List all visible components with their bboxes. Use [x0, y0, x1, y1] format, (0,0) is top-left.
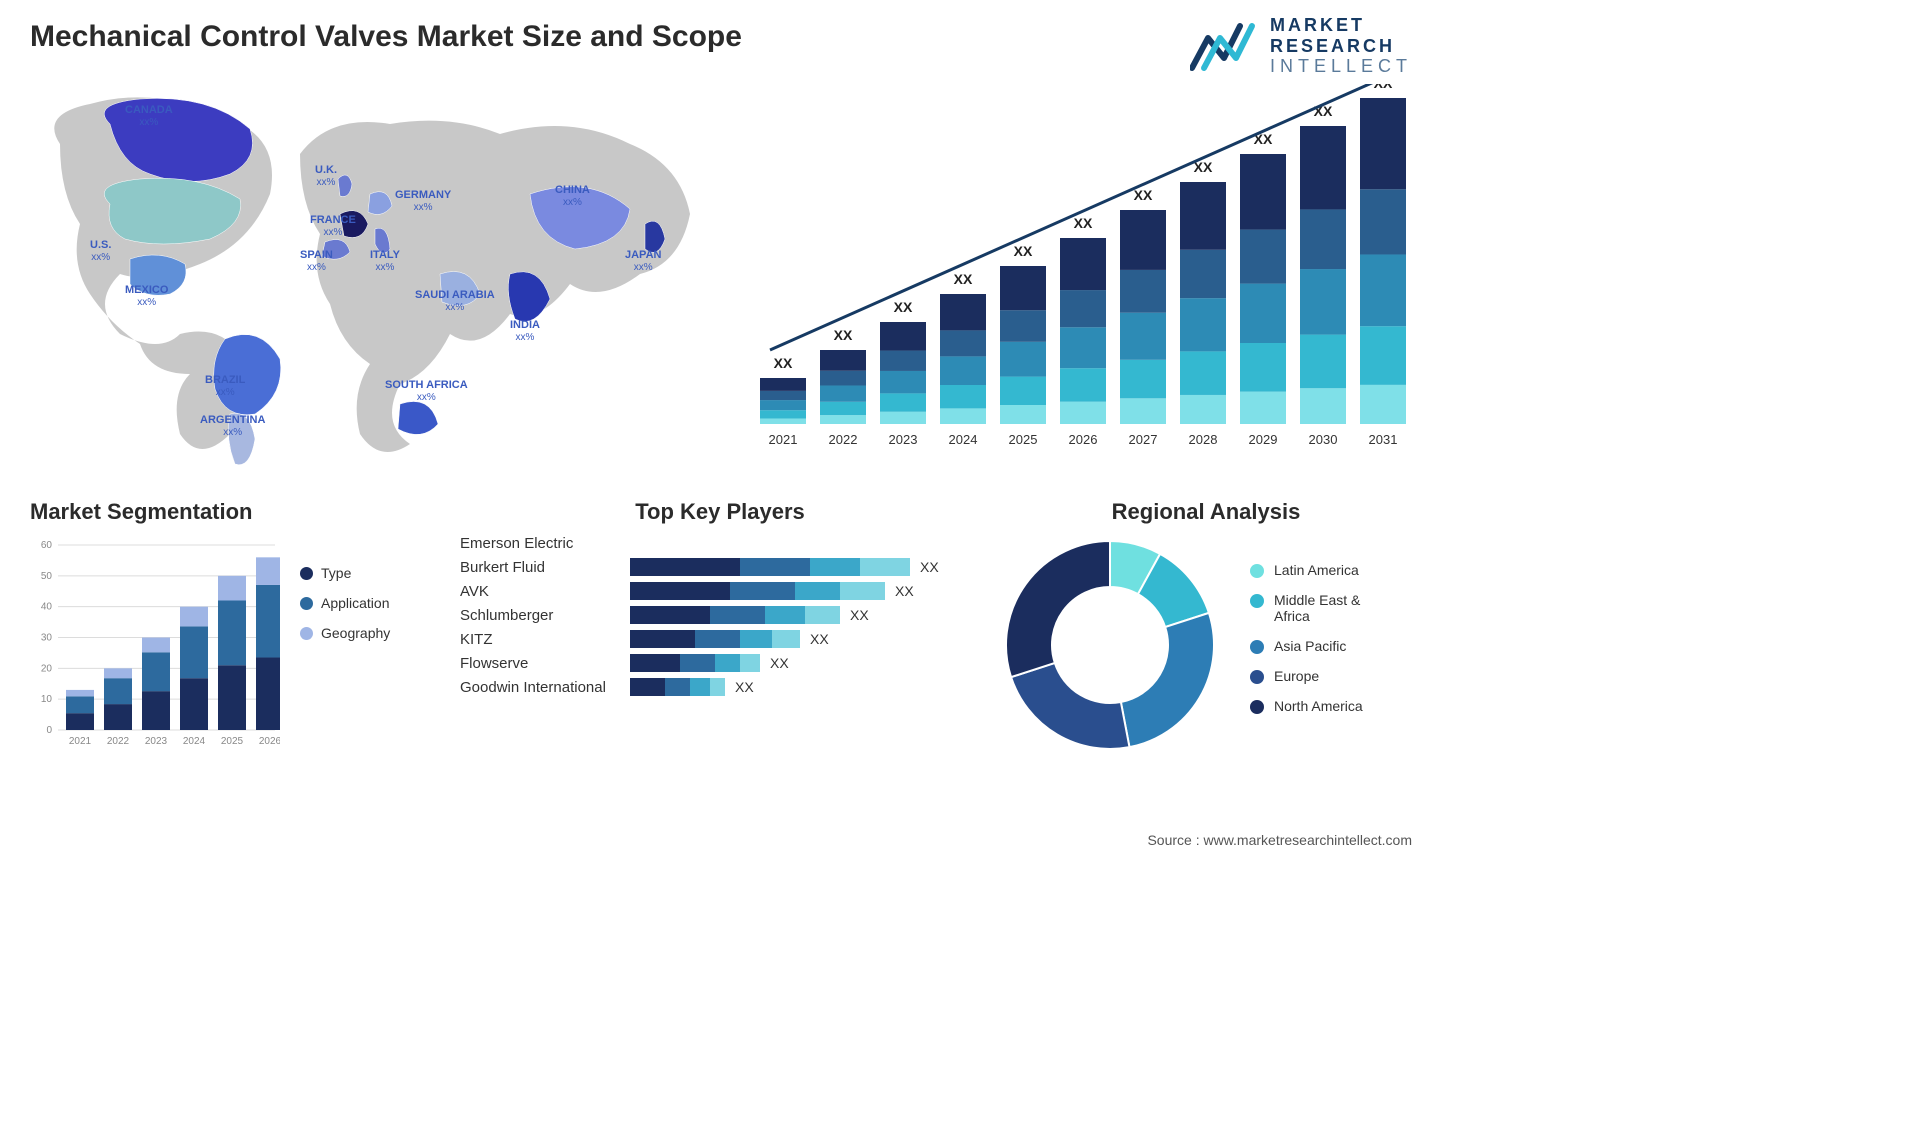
svg-text:2025: 2025: [1009, 432, 1038, 447]
players-title: Top Key Players: [460, 499, 980, 525]
svg-text:2022: 2022: [107, 736, 130, 747]
svg-text:2029: 2029: [1249, 432, 1278, 447]
player-name: AVK: [460, 583, 630, 600]
seg-legend-item: Type: [300, 565, 390, 581]
svg-text:2030: 2030: [1309, 432, 1338, 447]
regional-legend-item: North America: [1250, 698, 1394, 714]
svg-text:2021: 2021: [769, 432, 798, 447]
regional-legend-item: Latin America: [1250, 562, 1394, 578]
svg-text:XX: XX: [1074, 215, 1093, 231]
svg-text:2024: 2024: [183, 736, 206, 747]
logo-text-2: RESEARCH: [1270, 36, 1412, 57]
seg-legend-item: Application: [300, 595, 390, 611]
map-label-south-africa: SOUTH AFRICAxx%: [385, 379, 468, 404]
player-value: XX: [735, 679, 754, 695]
logo-mark-icon: [1190, 18, 1260, 74]
regional-legend-item: Middle East & Africa: [1250, 592, 1394, 624]
map-label-mexico: MEXICOxx%: [125, 284, 168, 309]
map-label-china: CHINAxx%: [555, 184, 590, 209]
regional-legend: Latin America Middle East & Africa Asia Pa…: [1250, 562, 1394, 728]
svg-text:2027: 2027: [1129, 432, 1158, 447]
player-row: KITZ XX: [460, 630, 980, 648]
player-row: Schlumberger XX: [460, 606, 980, 624]
regional-legend-item: Asia Pacific: [1250, 638, 1394, 654]
map-label-argentina: ARGENTINAxx%: [200, 414, 265, 439]
player-row: AVK XX: [460, 582, 980, 600]
svg-text:50: 50: [41, 571, 53, 582]
svg-text:20: 20: [41, 663, 53, 674]
segmentation-legend: Type Application Geography: [300, 535, 390, 755]
svg-text:2023: 2023: [889, 432, 918, 447]
map-label-germany: GERMANYxx%: [395, 189, 451, 214]
player-value: XX: [810, 631, 829, 647]
svg-text:XX: XX: [1014, 243, 1033, 259]
regional-title: Regional Analysis: [1000, 499, 1412, 525]
svg-text:XX: XX: [834, 327, 853, 343]
svg-text:2026: 2026: [259, 736, 280, 747]
map-label-france: FRANCExx%: [310, 214, 356, 239]
svg-text:2021: 2021: [69, 736, 92, 747]
logo-text-3: INTELLECT: [1270, 56, 1412, 77]
player-name: Goodwin International: [460, 679, 630, 696]
svg-text:2023: 2023: [145, 736, 168, 747]
map-label-india: INDIAxx%: [510, 319, 540, 344]
players-list: Emerson ElectricBurkert FluidXXAVKXXSchl…: [460, 535, 980, 696]
svg-text:2022: 2022: [829, 432, 858, 447]
map-label-japan: JAPANxx%: [625, 249, 661, 274]
brand-logo: MARKET RESEARCH INTELLECT: [1190, 15, 1412, 77]
svg-text:30: 30: [41, 633, 53, 644]
svg-text:XX: XX: [954, 271, 973, 287]
regional-legend-item: Europe: [1250, 668, 1394, 684]
segmentation-chart: 0 10 20 30 40 50 60 2021 2022 2023 2024 2025 2026: [30, 535, 280, 755]
player-row: Flowserve XX: [460, 654, 980, 672]
map-label-u-k-: U.K.xx%: [315, 164, 337, 189]
player-row: Goodwin International XX: [460, 678, 980, 696]
player-name: Burkert Fluid: [460, 559, 630, 576]
map-label-spain: SPAINxx%: [300, 249, 333, 274]
map-label-u-s-: U.S.xx%: [90, 239, 111, 264]
svg-text:0: 0: [46, 725, 52, 736]
player-name: Emerson Electric: [460, 535, 630, 552]
svg-text:2031: 2031: [1369, 432, 1398, 447]
svg-text:XX: XX: [1374, 84, 1393, 91]
player-row: Emerson Electric: [460, 535, 980, 552]
regional-donut-chart: [1000, 535, 1220, 755]
player-value: XX: [895, 583, 914, 599]
svg-text:2024: 2024: [949, 432, 978, 447]
svg-text:2028: 2028: [1189, 432, 1218, 447]
map-label-canada: CANADAxx%: [125, 104, 173, 129]
segmentation-title: Market Segmentation: [30, 499, 440, 525]
player-value: XX: [920, 559, 939, 575]
svg-text:XX: XX: [774, 355, 793, 371]
player-name: Schlumberger: [460, 607, 630, 624]
svg-text:2025: 2025: [221, 736, 244, 747]
svg-text:40: 40: [41, 602, 53, 613]
growth-bar-chart: XX 2021 XX 2022 XX 2023 XX 2024 XX 2025 XX 2026 XX 20…: [740, 84, 1420, 464]
player-name: KITZ: [460, 631, 630, 648]
logo-text-1: MARKET: [1270, 15, 1412, 36]
map-label-brazil: BRAZILxx%: [205, 374, 245, 399]
map-label-saudi-arabia: SAUDI ARABIAxx%: [415, 289, 495, 314]
world-map: CANADAxx% U.S.xx% MEXICOxx% BRAZILxx% ARGENT…: [30, 74, 710, 474]
player-value: XX: [770, 655, 789, 671]
player-value: XX: [850, 607, 869, 623]
svg-text:2026: 2026: [1069, 432, 1098, 447]
player-row: Burkert Fluid XX: [460, 558, 980, 576]
source-attribution: Source : www.marketresearchintellect.com: [1147, 832, 1412, 848]
svg-text:10: 10: [41, 694, 53, 705]
svg-text:60: 60: [41, 540, 53, 551]
seg-legend-item: Geography: [300, 625, 390, 641]
svg-text:XX: XX: [894, 299, 913, 315]
map-label-italy: ITALYxx%: [370, 249, 400, 274]
svg-text:XX: XX: [1134, 187, 1153, 203]
player-name: Flowserve: [460, 655, 630, 672]
